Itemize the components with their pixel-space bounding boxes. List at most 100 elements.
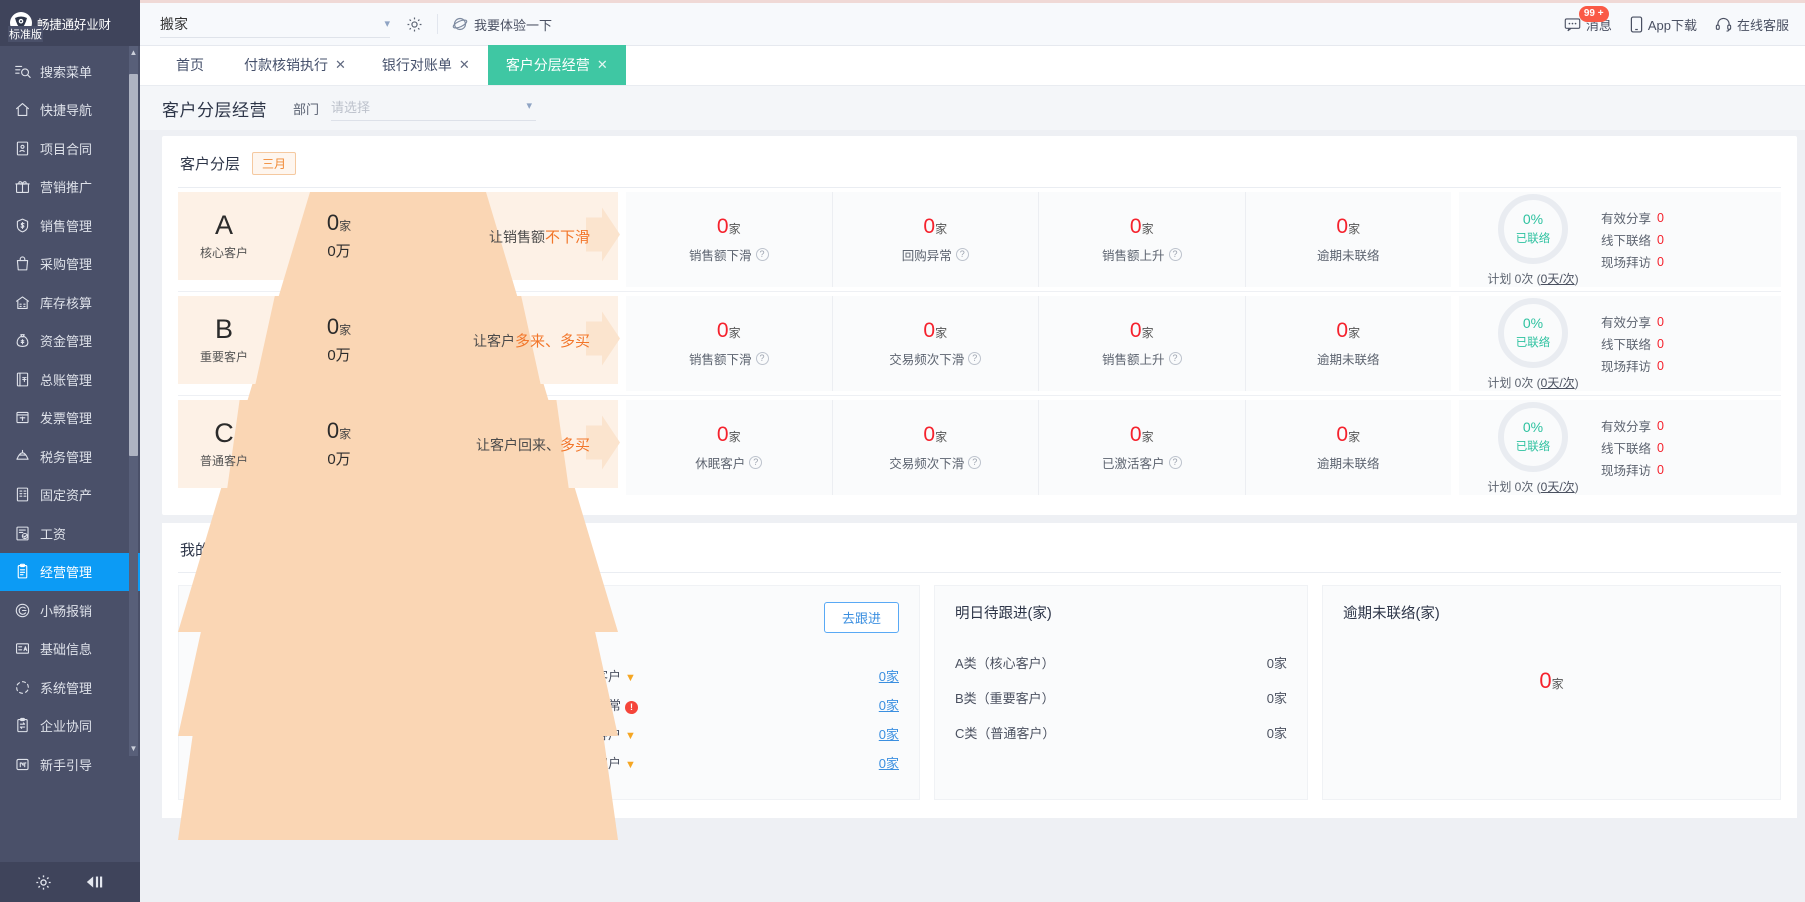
try-experience-button[interactable]: 我要体验一下 [452, 15, 552, 34]
department-select-input[interactable] [331, 95, 537, 121]
scroll-down-icon[interactable]: ▼ [129, 744, 138, 753]
go-followup-button[interactable]: 去跟进 [823, 602, 899, 633]
tier-contact-C: 0% 已联络 计划 0次 (0天/次) 有效分享 0 线下联络 0 现场拜访 0 [1459, 400, 1781, 495]
divider [178, 187, 1781, 188]
help-icon[interactable]: ? [955, 248, 969, 262]
tax-icon [14, 448, 31, 465]
tier-slogan: 让客户回来、多买 [408, 434, 618, 455]
visit-label: 线下联络 [1601, 338, 1652, 352]
sidebar-item-7[interactable]: 库存核算 [0, 283, 140, 322]
metric-3[interactable]: 0家 销售额上升? [1039, 192, 1246, 287]
metric-2[interactable]: 0家 回购异常? [833, 192, 1039, 287]
help-icon[interactable]: ? [968, 456, 982, 470]
tab-close-icon[interactable]: ✕ [458, 57, 470, 72]
sidebar-item-9[interactable]: 总账管理 [0, 360, 140, 399]
metric-value: 0家 [716, 422, 741, 446]
sidebar-item-label: 企业协同 [40, 719, 93, 735]
sidebar-item-10[interactable]: 发票管理 [0, 399, 140, 438]
contact-progress-ring: 0% 已联络 [1496, 192, 1570, 266]
tomorrow-label: C类（普通客户） [955, 726, 1056, 741]
gear-icon[interactable] [35, 874, 52, 891]
tier-letter-sub: 重要客户 [199, 349, 248, 364]
metric-4[interactable]: 0家 逾期未联络 [1246, 400, 1452, 495]
scrollbar-thumb[interactable] [129, 74, 138, 456]
sidebar-item-1[interactable]: 搜索菜单 [0, 52, 140, 91]
tab-close-icon[interactable]: ✕ [596, 57, 608, 72]
tab-close-icon[interactable]: ✕ [335, 57, 346, 72]
help-icon[interactable]: ? [1168, 248, 1182, 262]
down-arrow-icon: ▼ [625, 759, 636, 771]
sidebar-item-15[interactable]: 小畅报销 [0, 591, 140, 630]
sidebar-item-6[interactable]: 采购管理 [0, 245, 140, 284]
tomorrow-followup-title: 明日待跟进(家) [955, 606, 1052, 622]
visit-line-1: 有效分享 0 [1601, 311, 1781, 333]
sidebar-item-19[interactable]: 新手引导 [0, 745, 140, 784]
risk-value[interactable]: 0家 [878, 756, 899, 771]
tier-arrow-icon [586, 415, 620, 473]
contact-plan-caption: 计划 0次 (0天/次) [1487, 270, 1578, 287]
metric-unit: 家 [1348, 429, 1361, 444]
tier-metrics-B: 0家 销售额下滑? 0家 交易频次下滑? 0家 销售额上升? 0家 逾期未联络 [626, 296, 1451, 391]
help-icon[interactable]: ? [1168, 456, 1182, 470]
contact-percent: 0% [1522, 419, 1544, 436]
sidebar: 畅捷通好业财 标准版 搜索菜单 快捷导航 项目合同 营销推广 销售管理 采购管理 库存核算资… [0, 0, 140, 902]
risk-value[interactable]: 0家 [878, 698, 899, 713]
topbar-action-2[interactable]: App下载 [1630, 15, 1697, 34]
sidebar-item-13[interactable]: 工资 [0, 514, 140, 553]
brand-header: 畅捷通好业财 标准版 [0, 0, 140, 46]
tomorrow-value: 0家 [1266, 726, 1287, 741]
tier-slogan: 让客户多来、多买 [408, 330, 618, 351]
sidebar-item-17[interactable]: 系统管理 [0, 668, 140, 707]
metric-1[interactable]: 0家 销售额下滑? [626, 192, 833, 287]
tier-slogan-highlight: 多买 [559, 436, 590, 454]
help-icon[interactable]: ? [968, 352, 982, 366]
metric-1[interactable]: 0家 销售额下滑? [626, 296, 833, 391]
help-icon[interactable]: ? [1168, 352, 1182, 366]
settings-gear-icon[interactable] [406, 16, 423, 33]
home-icon [14, 101, 31, 118]
topbar-action-3[interactable]: 在线客服 [1715, 15, 1789, 34]
sidebar-item-14[interactable]: 经营管理 [0, 552, 140, 591]
help-icon[interactable]: ? [755, 352, 769, 366]
metric-3[interactable]: 0家 已激活客户? [1039, 400, 1246, 495]
guide-icon [14, 756, 31, 773]
tier-count: 0家 [326, 417, 352, 443]
sidebar-item-2[interactable]: 快捷导航 [0, 91, 140, 130]
sales-icon [14, 217, 31, 234]
customer-tier-rows: A 核心客户 0家 0万 让销售额不下滑 0家 销售额下滑? 0家 回购异常? 0家 销售额上升? 0… [178, 188, 1781, 840]
help-icon[interactable]: ? [755, 248, 769, 262]
metric-4[interactable]: 0家 逾期未联络 [1246, 296, 1452, 391]
sidebar-item-3[interactable]: 项目合同 [0, 129, 140, 168]
tab-4[interactable]: 客户分层经营 ✕ [487, 45, 626, 85]
sidebar-item-11[interactable]: 税务管理 [0, 437, 140, 476]
period-badge[interactable]: 三月 [252, 152, 297, 175]
tab-2[interactable]: 付款核销执行 ✕ [226, 45, 364, 85]
metric-1[interactable]: 0家 休眠客户? [626, 400, 833, 495]
sidebar-item-8[interactable]: 资金管理 [0, 322, 140, 361]
metric-3[interactable]: 0家 销售额上升? [1039, 296, 1246, 391]
metric-2[interactable]: 0家 交易频次下滑? [833, 296, 1039, 391]
sidebar-item-5[interactable]: 销售管理 [0, 206, 140, 245]
risk-value[interactable]: 0家 [878, 669, 899, 684]
metric-2[interactable]: 0家 交易频次下滑? [833, 400, 1039, 495]
sidebar-item-18[interactable]: 企业协同 [0, 707, 140, 746]
sidebar-item-12[interactable]: 固定资产 [0, 476, 140, 515]
collapse-icon[interactable] [85, 875, 105, 889]
sidebar-item-4[interactable]: 营销推广 [0, 168, 140, 207]
tab-3[interactable]: 银行对账单 ✕ [364, 45, 488, 85]
scroll-up-icon[interactable]: ▲ [129, 48, 138, 57]
topbar-action-1[interactable]: 消息 99 + [1564, 5, 1612, 34]
sidebar-item-16[interactable]: 基础信息 [0, 630, 140, 669]
tier-count: 0家 [326, 313, 352, 339]
visit-line-2: 线下联络 0 [1601, 437, 1781, 459]
sidebar-scrollbar[interactable]: ▲ ▼ [129, 46, 138, 756]
risk-value[interactable]: 0家 [878, 727, 899, 742]
metric-4[interactable]: 0家 逾期未联络 [1246, 192, 1452, 287]
tier-amount: 0万 [327, 347, 351, 365]
chevron-down-icon[interactable]: ▾ [526, 100, 533, 112]
money-bag-icon [14, 332, 31, 349]
help-icon[interactable]: ? [749, 456, 763, 470]
tab-1[interactable]: 首页 [154, 45, 226, 85]
company-switcher[interactable]: 搬家 ▾ [160, 10, 390, 38]
visit-line-2: 线下联络 0 [1601, 333, 1781, 355]
